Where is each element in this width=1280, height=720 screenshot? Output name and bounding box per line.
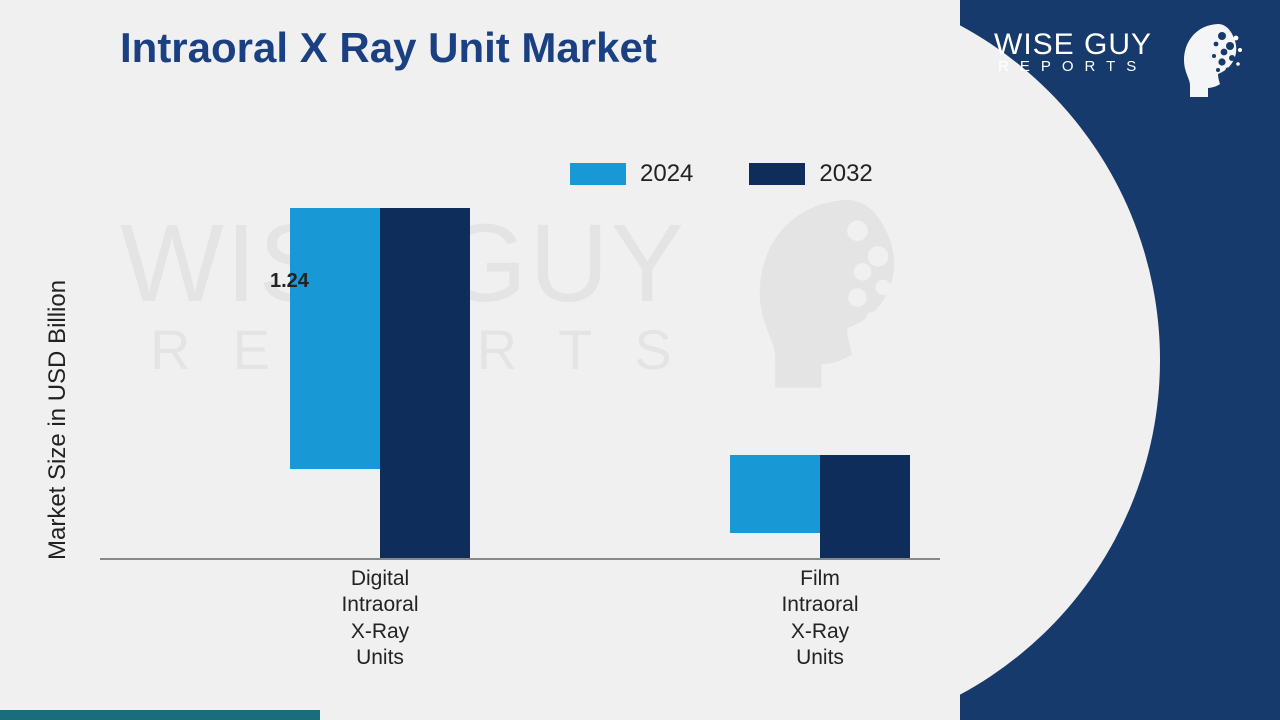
logo-line2: REPORTS <box>994 58 1152 75</box>
chart-stage: WISE GUY REPORTS WISE GUY REPORTS Intrao… <box>0 0 1280 720</box>
bar-digital-2024 <box>290 208 380 469</box>
bar-group-film <box>710 455 930 558</box>
bar-film-2024 <box>730 455 820 533</box>
legend-item-2024: 2024 <box>570 160 693 188</box>
legend: 2024 2032 <box>570 160 873 188</box>
x-label-film: FilmIntraoralX-RayUnits <box>740 566 900 671</box>
legend-item-2032: 2032 <box>749 160 872 188</box>
y-axis-label: Market Size in USD Billion <box>44 280 72 560</box>
brand-logo: WISE GUY REPORTS <box>994 22 1244 102</box>
chart-plot-area: 1.24 <box>100 200 940 560</box>
legend-label: 2024 <box>640 160 693 188</box>
accent-bar <box>0 710 320 720</box>
bar-group-digital: 1.24 <box>270 208 490 558</box>
logo-line1: WISE GUY <box>994 28 1152 62</box>
bar-digital-2032 <box>380 208 470 558</box>
legend-swatch <box>570 163 626 185</box>
legend-swatch <box>749 163 805 185</box>
brand-panel <box>960 0 1280 720</box>
head-dots-icon <box>1174 22 1244 100</box>
legend-label: 2032 <box>819 160 872 188</box>
bar-film-2032 <box>820 455 910 558</box>
chart-title: Intraoral X Ray Unit Market <box>120 24 657 72</box>
x-label-digital: DigitalIntraoralX-RayUnits <box>300 566 460 671</box>
bar-value-label: 1.24 <box>270 270 309 293</box>
